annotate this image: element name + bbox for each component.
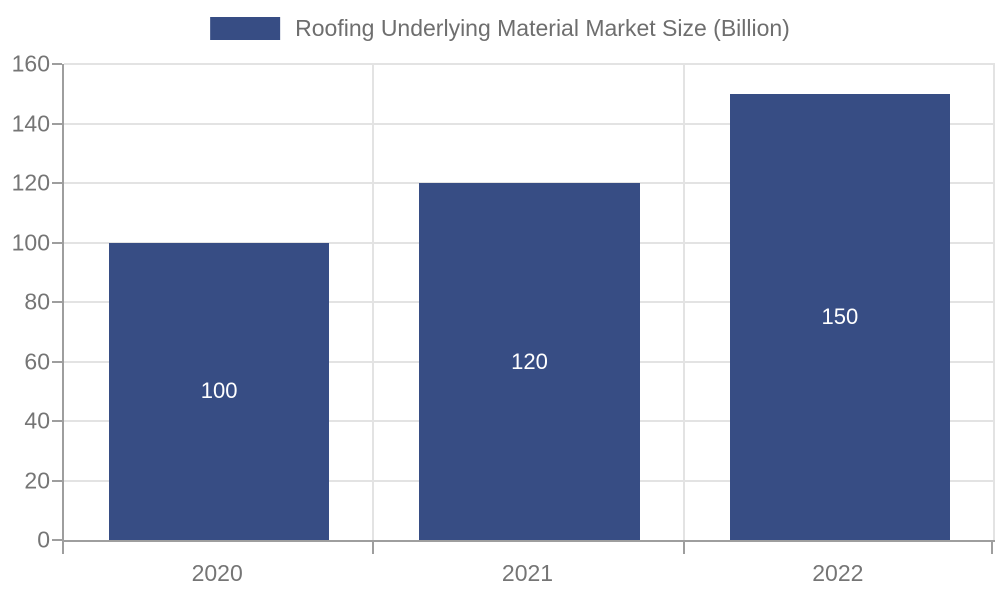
legend-swatch: [210, 17, 281, 40]
y-axis-label: 20: [24, 467, 50, 493]
x-axis-tick: [62, 542, 64, 554]
legend[interactable]: Roofing Underlying Material Market Size …: [210, 15, 790, 42]
x-axis-label-2021: 2021: [501, 560, 554, 586]
y-axis-tick: [52, 479, 62, 482]
y-axis-tick: [52, 539, 62, 541]
y-axis-label: 100: [11, 229, 50, 255]
y-axis-tick: [52, 182, 62, 184]
bar-value-label: 120: [511, 348, 548, 374]
y-axis-label: 140: [11, 110, 50, 136]
y-axis-tick: [52, 122, 62, 125]
gridline-horizontal: [64, 122, 995, 125]
y-axis-label: 80: [24, 288, 50, 315]
y-axis-tick: [52, 360, 62, 363]
y-axis-tick: [52, 241, 62, 244]
legend-label: Roofing Underlying Material Market Size …: [295, 15, 790, 41]
y-axis-label: 60: [24, 348, 50, 374]
y-axis-label: 40: [24, 407, 50, 434]
bar-value-label: 100: [200, 378, 238, 404]
y-axis-tick: [52, 301, 62, 303]
x-axis-tick: [682, 542, 685, 554]
y-axis-label: 160: [11, 50, 50, 77]
gridline-vertical: [993, 64, 995, 540]
y-axis-label: 0: [37, 526, 50, 553]
bar-2020[interactable]: [108, 242, 330, 540]
x-axis-tick: [991, 542, 993, 554]
y-axis-tick: [52, 63, 62, 65]
plot-area: 100 120 150: [62, 63, 995, 542]
gridline-horizontal: [64, 63, 995, 65]
y-axis-tick: [52, 420, 62, 422]
y-axis-label: 120: [11, 169, 50, 196]
x-axis-tick: [372, 542, 375, 554]
bar-2021[interactable]: [419, 183, 640, 540]
x-axis-label-2020: 2020: [191, 560, 243, 586]
bar-value-label: 150: [821, 303, 859, 329]
gridline-vertical: [372, 64, 375, 540]
x-axis-label-2022: 2022: [812, 560, 864, 586]
gridline-vertical: [682, 64, 685, 540]
bar-2022[interactable]: [729, 93, 950, 540]
